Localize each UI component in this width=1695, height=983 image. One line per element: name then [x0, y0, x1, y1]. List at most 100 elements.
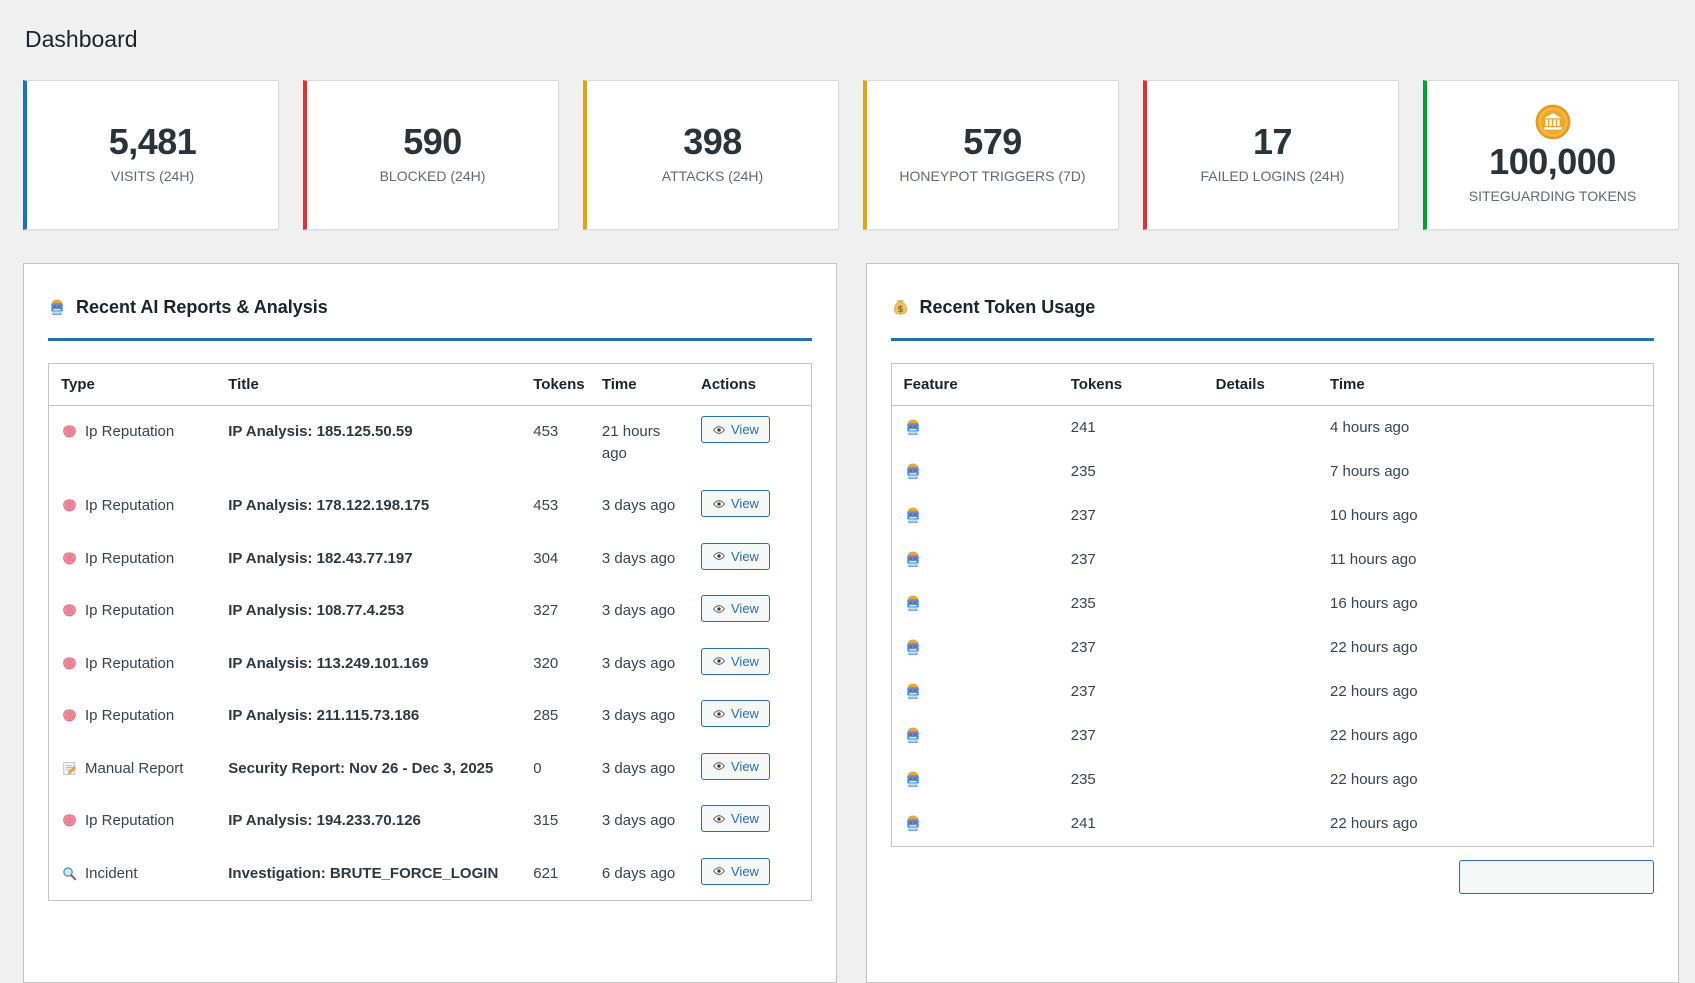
report-actions-cell: View	[689, 848, 811, 901]
usage-row: 23722 hours ago	[891, 670, 1654, 714]
report-tokens-cell: 327	[521, 585, 590, 638]
report-title-cell: IP Analysis: 108.77.4.253	[216, 585, 521, 638]
usage-time-cell: 7 hours ago	[1318, 450, 1654, 494]
report-time-cell: 3 days ago	[590, 533, 689, 586]
usage-feature-cell	[891, 450, 1059, 494]
usage-details-cell	[1204, 670, 1318, 714]
view-button-label: View	[731, 705, 759, 722]
brain-icon	[61, 812, 78, 829]
view-button[interactable]: View	[701, 543, 770, 570]
robot-icon	[904, 726, 922, 744]
report-tokens-cell: 320	[521, 638, 590, 691]
usage-details-cell	[1204, 450, 1318, 494]
report-tokens-cell: 621	[521, 848, 590, 901]
usage-time-cell: 22 hours ago	[1318, 670, 1654, 714]
report-tokens-cell: 453	[521, 406, 590, 481]
usage-row: 23516 hours ago	[891, 582, 1654, 626]
view-button[interactable]: View	[701, 753, 770, 780]
report-type-label: Ip Reputation	[85, 602, 174, 619]
view-button-label: View	[731, 758, 759, 775]
view-button[interactable]: View	[701, 648, 770, 675]
brain-icon	[61, 602, 78, 619]
usage-tokens-cell: 235	[1059, 758, 1204, 802]
report-title-cell: IP Analysis: 113.249.101.169	[216, 638, 521, 691]
column-header-tokens: Tokens	[521, 364, 590, 406]
report-title-cell: IP Analysis: 178.122.198.175	[216, 480, 521, 533]
column-header-actions: Actions	[689, 364, 811, 406]
token-panel-title-text: Recent Token Usage	[920, 294, 1096, 320]
view-button[interactable]: View	[701, 490, 770, 517]
report-type-label: Ip Reputation	[85, 550, 174, 567]
column-header-feature: Feature	[891, 364, 1059, 406]
reports-panel: Recent AI Reports & Analysis Type Title …	[23, 263, 837, 983]
view-button-label: View	[731, 495, 759, 512]
usage-tokens-cell: 241	[1059, 406, 1204, 451]
usage-time-cell: 4 hours ago	[1318, 406, 1654, 451]
view-button-label: View	[731, 653, 759, 670]
report-tokens-cell: 315	[521, 795, 590, 848]
report-type-label: Ip Reputation	[85, 812, 174, 829]
robot-icon	[904, 814, 922, 832]
report-tokens-cell: 0	[521, 743, 590, 796]
token-usage-panel: $ Recent Token Usage Feature Tokens Deta…	[866, 263, 1680, 983]
usage-feature-cell	[891, 758, 1059, 802]
usage-details-cell	[1204, 802, 1318, 847]
view-button[interactable]: View	[701, 858, 770, 885]
eye-icon	[712, 549, 726, 563]
stat-card-blocked: 590 BLOCKED (24H)	[303, 80, 559, 230]
token-usage-table: Feature Tokens Details Time 2414 hours a…	[891, 363, 1655, 847]
report-title-cell: IP Analysis: 211.115.73.186	[216, 690, 521, 743]
view-all-button[interactable]	[1459, 860, 1654, 894]
column-header-time: Time	[590, 364, 689, 406]
token-panel-footer	[891, 860, 1655, 897]
brain-icon	[61, 707, 78, 724]
robot-icon	[904, 770, 922, 788]
moneybag-icon: $	[891, 298, 910, 317]
report-actions-cell: View	[689, 743, 811, 796]
stat-value: 5,481	[109, 123, 197, 162]
usage-row: 241 4 hours ago	[891, 406, 1654, 451]
reports-table-header: Type Title Tokens Time Actions	[49, 364, 812, 406]
coin-icon	[1534, 103, 1572, 141]
eye-icon	[712, 423, 726, 437]
usage-tokens-cell: 237	[1059, 714, 1204, 758]
report-row: Ip Reputation IP Analysis: 108.77.4.25332…	[49, 585, 812, 638]
usage-details-cell	[1204, 582, 1318, 626]
usage-feature-cell	[891, 582, 1059, 626]
reports-panel-title: Recent AI Reports & Analysis	[48, 294, 812, 341]
usage-details-cell	[1204, 626, 1318, 670]
view-button[interactable]: View	[701, 416, 770, 443]
view-button-label: View	[731, 548, 759, 565]
usage-tokens-cell: 237	[1059, 626, 1204, 670]
report-type-cell: Ip Reputation	[49, 690, 217, 743]
report-actions-cell: View	[689, 480, 811, 533]
usage-time-cell: 16 hours ago	[1318, 582, 1654, 626]
report-type-cell: Ip Reputation	[49, 638, 217, 691]
brain-icon	[61, 423, 78, 440]
eye-icon	[712, 602, 726, 616]
view-button[interactable]: View	[701, 805, 770, 832]
column-header-title: Title	[216, 364, 521, 406]
view-button[interactable]: View	[701, 700, 770, 727]
view-button-label: View	[731, 863, 759, 880]
panels-row: Recent AI Reports & Analysis Type Title …	[23, 263, 1679, 983]
stat-card-failed-logins: 17 FAILED LOGINS (24H)	[1143, 80, 1399, 230]
view-button[interactable]: View	[701, 595, 770, 622]
column-header-details: Details	[1204, 364, 1318, 406]
report-title-cell: IP Analysis: 194.233.70.126	[216, 795, 521, 848]
report-type-cell: Ip Reputation	[49, 480, 217, 533]
report-actions-cell: View	[689, 795, 811, 848]
reports-table: Type Title Tokens Time Actions Ip Reputa…	[48, 363, 812, 901]
report-type-cell: Manual Report	[49, 743, 217, 796]
usage-time-cell: 22 hours ago	[1318, 758, 1654, 802]
stat-value: 590	[403, 123, 462, 162]
stat-label: HONEYPOT TRIGGERS (7D)	[899, 167, 1085, 187]
eye-icon	[712, 812, 726, 826]
report-tokens-cell: 304	[521, 533, 590, 586]
usage-tokens-cell: 237	[1059, 494, 1204, 538]
usage-time-cell: 22 hours ago	[1318, 714, 1654, 758]
reports-panel-title-text: Recent AI Reports & Analysis	[76, 294, 328, 320]
report-row: IncidentInvestigation: BRUTE_FORCE_LOGIN…	[49, 848, 812, 901]
report-actions-cell: View	[689, 406, 811, 481]
report-title-cell: Investigation: BRUTE_FORCE_LOGIN	[216, 848, 521, 901]
